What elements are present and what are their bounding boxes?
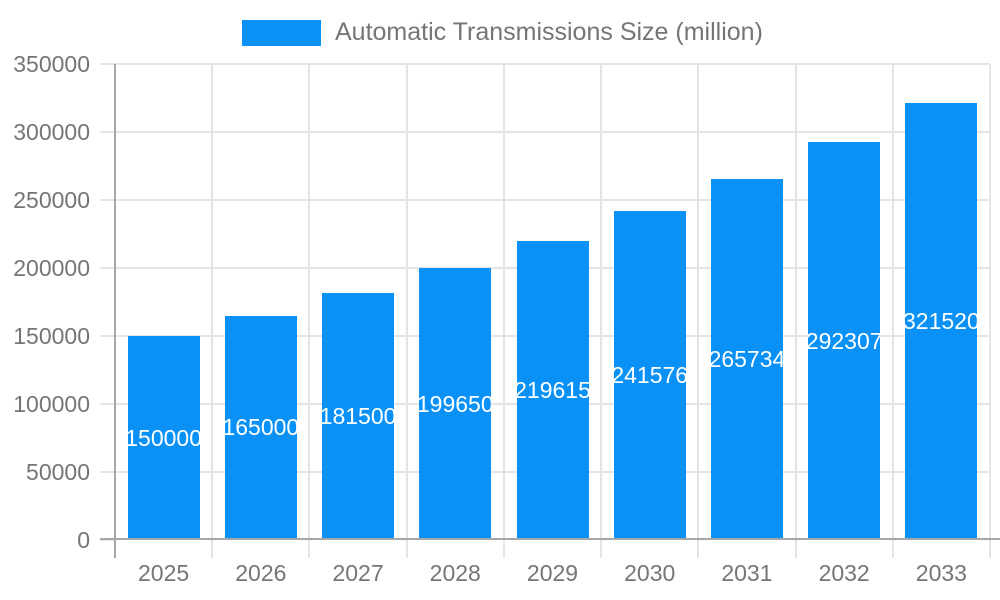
y-gridline xyxy=(115,63,990,65)
x-gridline xyxy=(502,64,505,558)
y-axis-tick-label: 150000 xyxy=(13,323,90,349)
y-axis-tick-label: 350000 xyxy=(13,51,90,77)
bar[interactable]: 150000 xyxy=(127,336,200,540)
x-axis-tick-label: 2029 xyxy=(526,560,579,586)
bar-value-label: 181500 xyxy=(322,403,395,430)
y-axis-tick-label: 300000 xyxy=(13,119,90,145)
bar[interactable]: 165000 xyxy=(224,315,297,540)
x-axis-tick-label: 2030 xyxy=(624,560,676,586)
bar[interactable]: 199650 xyxy=(419,268,492,540)
x-axis-tick-label: 2031 xyxy=(721,560,773,586)
x-axis-tick-label: 2026 xyxy=(235,560,287,586)
x-axis-tick-label: 2027 xyxy=(332,560,384,586)
y-axis-tick-label: 0 xyxy=(77,527,90,553)
bar-value-label: 219615 xyxy=(516,377,589,404)
legend-label: Automatic Transmissions Size (million) xyxy=(335,18,763,46)
bar[interactable]: 321520 xyxy=(905,102,978,540)
x-gridline xyxy=(891,64,894,558)
y-axis-tick xyxy=(100,199,115,201)
x-axis-tick-label: 2028 xyxy=(429,560,481,586)
y-axis-tick xyxy=(100,267,115,269)
bar[interactable]: 219615 xyxy=(516,241,589,540)
bar-value-label: 165000 xyxy=(224,414,297,441)
x-gridline xyxy=(794,64,797,558)
x-gridline xyxy=(405,64,408,558)
bar-value-label: 292307 xyxy=(808,327,881,354)
bar[interactable]: 241576 xyxy=(613,211,686,540)
x-axis-tick-label: 2025 xyxy=(138,560,190,586)
legend-swatch-icon xyxy=(242,19,321,46)
bar-value-label: 241576 xyxy=(613,362,686,389)
y-axis-tick xyxy=(100,539,115,541)
bar-value-label: 199650 xyxy=(419,390,492,417)
bar-value-label: 150000 xyxy=(127,424,200,451)
x-gridline xyxy=(211,64,214,558)
y-axis-tick-label: 50000 xyxy=(26,459,90,485)
y-axis-tick xyxy=(100,63,115,65)
bar[interactable]: 181500 xyxy=(322,293,395,540)
y-axis-tick xyxy=(100,131,115,133)
x-gridline xyxy=(697,64,700,558)
chart-legend[interactable]: Automatic Transmissions Size (million) xyxy=(242,18,763,47)
bar[interactable]: 265734 xyxy=(710,178,783,540)
y-gridline xyxy=(115,131,990,133)
y-axis-line xyxy=(114,64,116,558)
y-axis-tick xyxy=(100,403,115,405)
y-axis-tick-label: 100000 xyxy=(13,391,90,417)
x-gridline xyxy=(989,64,991,558)
x-axis-tick-label: 2032 xyxy=(818,560,870,586)
bar[interactable]: 292307 xyxy=(808,142,881,540)
y-axis-tick xyxy=(100,471,115,473)
bar-value-label: 321520 xyxy=(905,307,978,334)
y-axis-tick-label: 250000 xyxy=(13,187,90,213)
bar-value-label: 265734 xyxy=(710,345,783,372)
x-gridline xyxy=(600,64,603,558)
y-gridline xyxy=(115,199,990,201)
y-axis-tick xyxy=(100,335,115,337)
x-axis-line xyxy=(100,538,1000,540)
x-axis-tick-label: 2033 xyxy=(915,560,967,586)
y-axis-tick-label: 200000 xyxy=(13,255,90,281)
x-gridline xyxy=(308,64,311,558)
